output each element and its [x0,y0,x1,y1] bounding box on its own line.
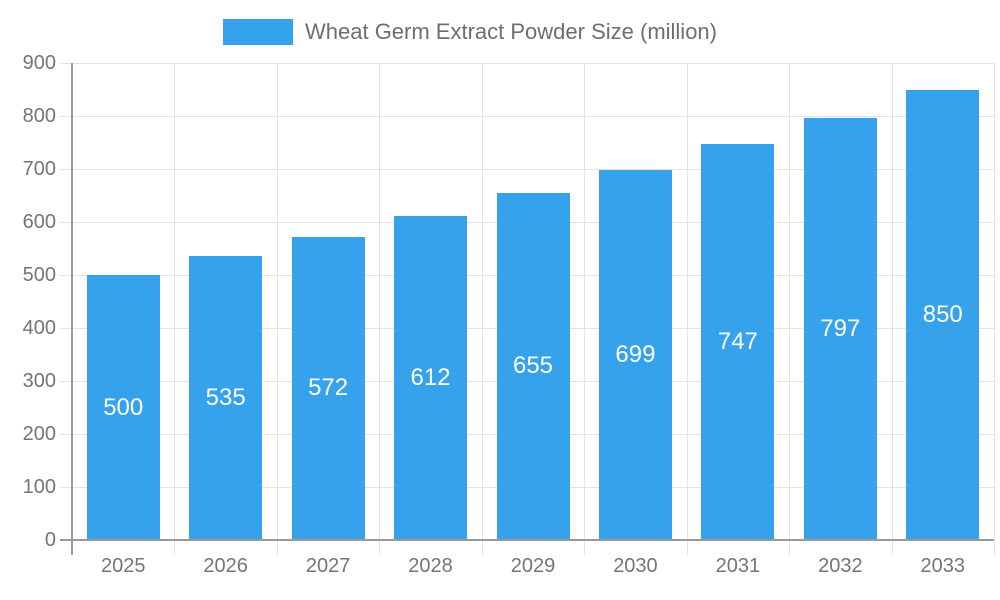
gridline-vertical [994,63,995,555]
gridline-horizontal [72,63,994,64]
chart-legend[interactable]: Wheat Germ Extract Powder Size (million) [223,19,717,45]
y-tick-label: 300 [22,370,56,392]
y-tick-mark [60,169,72,170]
bar [496,192,570,540]
y-tick-label: 700 [22,158,56,180]
gridline-vertical [584,63,586,555]
bar-value-label: 500 [103,393,144,421]
bar [86,275,160,540]
legend-label: Wheat Germ Extract Powder Size (million) [305,19,717,44]
y-tick-mark [60,487,72,488]
x-tick-label: 2025 [100,555,146,577]
bar [906,89,980,540]
legend-swatch [223,19,293,45]
y-tick-label: 400 [22,317,56,339]
y-tick-label: 0 [44,529,56,551]
x-axis-line [60,539,994,541]
x-tick-label: 2027 [305,555,351,577]
gridline-vertical [276,63,278,555]
bar-value-label: 572 [308,374,349,402]
bar-value-label: 655 [512,352,554,380]
gridline-horizontal [72,116,994,117]
bar-value-label: 850 [922,300,963,328]
bar-value-label: 535 [205,384,246,412]
gridline-vertical [481,63,483,555]
x-tick-label: 2029 [510,555,556,577]
bar [189,256,263,540]
y-tick-mark [60,63,72,64]
x-tick-label: 2031 [715,555,761,577]
y-tick-label: 600 [22,211,56,233]
gridline-horizontal [72,169,994,170]
y-tick-mark [60,222,72,223]
y-tick-label: 200 [22,423,56,445]
bar-value-label: 699 [615,340,656,368]
bar [701,144,775,540]
bar [394,215,468,540]
x-tick-label: 2026 [203,555,248,577]
bar [803,117,877,540]
gridline-vertical [789,63,791,555]
x-tick-label: 2030 [613,555,658,577]
x-tick-label: 2028 [408,555,453,577]
gridline-vertical [686,63,688,555]
x-tick-label: 2033 [920,555,966,577]
y-tick-label: 500 [22,264,56,286]
y-tick-mark [60,381,72,382]
y-tick-mark [60,116,72,117]
bar [291,236,365,540]
bar-value-label: 612 [410,363,451,391]
bar [598,169,672,540]
x-tick-label: 2032 [818,555,863,577]
y-axis-line [71,63,73,555]
y-tick-label: 900 [22,52,56,74]
y-tick-label: 800 [22,105,56,127]
y-tick-label: 100 [22,476,56,498]
bar-value-label: 747 [717,328,758,356]
bar-value-label: 797 [820,314,861,342]
y-tick-mark [60,434,72,435]
gridline-vertical [891,63,893,555]
y-tick-mark [60,275,72,276]
gridline-vertical [379,63,381,555]
gridline-vertical [174,63,176,555]
y-tick-mark [60,328,72,329]
